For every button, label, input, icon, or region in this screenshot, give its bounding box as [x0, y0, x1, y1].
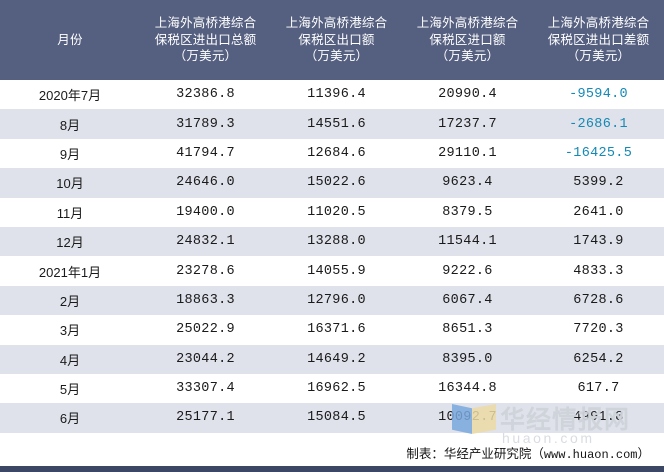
- cell-import: 16344.8: [438, 381, 497, 397]
- cell-total: 24646.0: [176, 175, 235, 191]
- cell-export: 14551.6: [307, 116, 366, 132]
- footer-credit-end: ）: [637, 447, 650, 461]
- cell-export: 11020.5: [307, 204, 366, 220]
- table-row: 4月 23044.2 14649.2 8395.0 6254.2: [0, 344, 664, 374]
- cell-balance: 1743.9: [573, 234, 624, 250]
- cell-balance: 5399.2: [573, 175, 624, 191]
- cell-month: 2020年7月: [38, 88, 102, 104]
- cell-export: 15022.6: [307, 175, 366, 191]
- cell-import: 8379.5: [442, 204, 493, 220]
- column-header-balance: 上海外高桥港综合 保税区进出口差额 （万美元）: [547, 16, 650, 64]
- footer-url: www.huaon.com: [543, 448, 638, 462]
- cell-export: 14055.9: [307, 263, 366, 279]
- cell-import: 17237.7: [438, 116, 497, 132]
- cell-total: 19400.0: [176, 204, 235, 220]
- cell-export: 16962.5: [307, 381, 366, 397]
- cell-balance: -16425.5: [564, 145, 633, 161]
- cell-total: 25177.1: [176, 410, 235, 426]
- table-row: 2021年1月 23278.6 14055.9 9222.6 4833.3: [0, 256, 664, 286]
- table-row: 2月 18863.3 12796.0 6067.4 6728.6: [0, 285, 664, 316]
- cell-month: 9月: [59, 146, 81, 162]
- footer-credit: 制表：华经产业研究院（www.huaon.com）: [0, 443, 664, 465]
- table-body: 2020年7月 32386.8 11396.4 20990.4 -9594.0 8月 317…: [0, 80, 664, 433]
- cell-export: 11396.4: [307, 87, 366, 103]
- cell-total: 23044.2: [176, 351, 235, 367]
- cell-balance: 4991.8: [573, 410, 624, 426]
- column-header-import: 上海外高桥港综合 保税区进口额 （万美元）: [416, 16, 519, 64]
- cell-balance: 7720.3: [573, 322, 624, 338]
- table-row: 3月 25022.9 16371.6 8651.3 7720.3: [0, 315, 664, 345]
- table-row: 9月 41794.7 12684.6 29110.1 -16425.5: [0, 138, 664, 169]
- cell-balance: 4833.3: [573, 263, 624, 279]
- cell-export: 15084.5: [307, 410, 366, 426]
- table-row: 10月 24646.0 15022.6 9623.4 5399.2: [0, 168, 664, 198]
- cell-month: 2021年1月: [38, 264, 102, 280]
- cell-export: 13288.0: [307, 234, 366, 250]
- cell-balance: -2686.1: [569, 116, 628, 132]
- cell-month: 10月: [56, 176, 84, 192]
- cell-month: 2月: [59, 293, 81, 309]
- cell-export: 12684.6: [307, 145, 366, 161]
- cell-total: 41794.7: [176, 145, 235, 161]
- cell-month: 11月: [56, 205, 84, 221]
- cell-total: 18863.3: [176, 292, 235, 308]
- cell-import: 29110.1: [438, 145, 497, 161]
- cell-balance: 6728.6: [573, 292, 624, 308]
- footer-credit-text: 制表：华经产业研究院（: [406, 447, 544, 461]
- cell-export: 16371.6: [307, 322, 366, 338]
- cell-import: 9623.4: [442, 175, 493, 191]
- cell-balance: 2641.0: [573, 204, 624, 220]
- cell-balance: 6254.2: [573, 351, 624, 367]
- cell-total: 25022.9: [176, 322, 235, 338]
- cell-import: 20990.4: [438, 87, 497, 103]
- table-row: 6月 25177.1 15084.5 10092.7 4991.8: [0, 403, 664, 433]
- column-header-month: 月份: [57, 32, 83, 47]
- cell-balance: -9594.0: [569, 87, 628, 103]
- cell-month: 8月: [59, 117, 81, 133]
- cell-total: 23278.6: [176, 263, 235, 279]
- column-header-total: 上海外高桥港综合 保税区进出口总额 （万美元）: [154, 16, 257, 64]
- cell-import: 9222.6: [442, 263, 493, 279]
- table-row: 11月 19400.0 11020.5 8379.5 2641.0: [0, 197, 664, 227]
- cell-total: 33307.4: [176, 381, 235, 397]
- cell-total: 32386.8: [176, 87, 235, 103]
- table-header-row: 月份 上海外高桥港综合 保税区进出口总额 （万美元） 上海外高桥港综合 保税区出…: [0, 0, 664, 80]
- cell-import: 8651.3: [442, 322, 493, 338]
- cell-import: 8395.0: [442, 351, 493, 367]
- bottom-accent-bar: [0, 466, 664, 472]
- column-header-export: 上海外高桥港综合 保税区出口额 （万美元）: [285, 16, 388, 64]
- cell-month: 4月: [59, 352, 81, 368]
- cell-month: 3月: [59, 323, 81, 339]
- table-row: 12月 24832.1 13288.0 11544.1 1743.9: [0, 226, 664, 257]
- cell-total: 31789.3: [176, 116, 235, 132]
- cell-export: 14649.2: [307, 351, 366, 367]
- cell-month: 12月: [56, 235, 84, 251]
- cell-month: 6月: [59, 411, 81, 427]
- table-row: 2020年7月 32386.8 11396.4 20990.4 -9594.0: [0, 80, 664, 110]
- cell-month: 5月: [59, 382, 81, 398]
- table-row: 8月 31789.3 14551.6 17237.7 -2686.1: [0, 109, 664, 139]
- cell-import: 6067.4: [442, 292, 493, 308]
- cell-balance: 617.7: [577, 381, 620, 397]
- cell-export: 12796.0: [307, 292, 366, 308]
- cell-import: 10092.7: [438, 410, 497, 426]
- cell-total: 24832.1: [176, 234, 235, 250]
- cell-import: 11544.1: [438, 234, 497, 250]
- table-row: 5月 33307.4 16962.5 16344.8 617.7: [0, 373, 664, 404]
